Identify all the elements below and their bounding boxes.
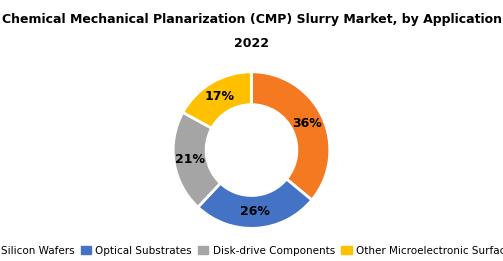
Text: Chemical Mechanical Planarization (CMP) Slurry Market, by Application: Chemical Mechanical Planarization (CMP) … xyxy=(2,13,501,26)
Text: 36%: 36% xyxy=(293,117,322,130)
Legend: Silicon Wafers, Optical Substrates, Disk-drive Components, Other Microelectronic: Silicon Wafers, Optical Substrates, Disk… xyxy=(0,246,503,256)
Wedge shape xyxy=(252,72,330,200)
Wedge shape xyxy=(173,112,220,207)
Text: 2022: 2022 xyxy=(234,37,269,50)
Wedge shape xyxy=(183,72,252,128)
Wedge shape xyxy=(198,179,312,228)
Text: 26%: 26% xyxy=(240,205,270,218)
Text: 17%: 17% xyxy=(205,90,235,103)
Text: 21%: 21% xyxy=(176,153,205,166)
